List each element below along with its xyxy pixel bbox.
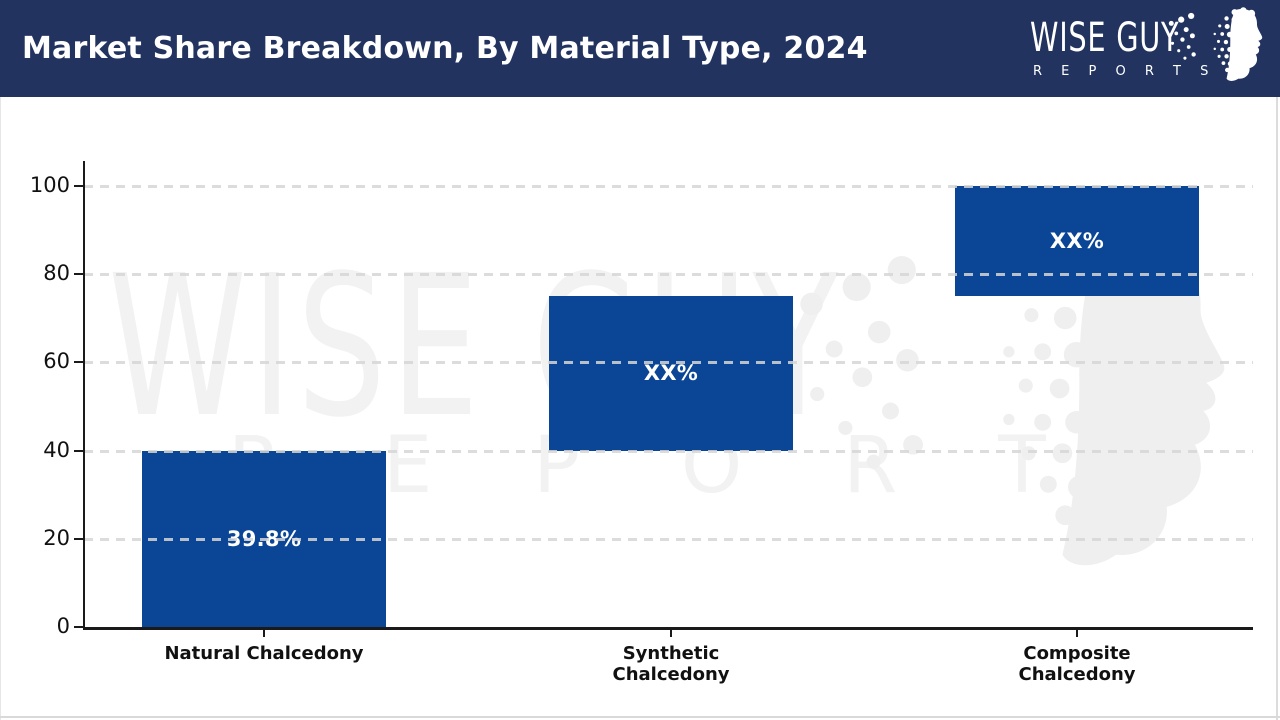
- bar-composite-chalcedony: XX%: [955, 186, 1199, 297]
- y-tick-label: 80: [43, 261, 70, 286]
- x-tick-label-natural-chalcedony: Natural Chalcedony: [114, 643, 414, 664]
- gridline-20: [84, 537, 1253, 541]
- logo-reports-text: R E P O R T S: [1033, 63, 1216, 79]
- y-tick-mark: [74, 273, 83, 276]
- logo-face-icon: [1168, 6, 1263, 81]
- wise-guy-logo: WISE GUY R E P O R T S: [1030, 0, 1266, 97]
- y-tick-label: 40: [43, 437, 70, 462]
- y-tick-mark: [74, 361, 83, 364]
- y-axis-line: [83, 161, 85, 629]
- bar-synthetic-chalcedony: XX%: [549, 296, 793, 451]
- gridline-60: [84, 361, 1253, 365]
- y-tick-mark: [74, 537, 83, 540]
- y-tick-mark: [74, 185, 83, 187]
- gridline-80: [84, 273, 1253, 277]
- gridline-40: [84, 449, 1253, 453]
- chart-canvas: WISE GUY R E P O R T S 0 20 40 60 80 100 39.8%…: [0, 97, 1280, 720]
- x-tick-mark: [1076, 630, 1078, 637]
- y-tick-mark: [74, 626, 83, 628]
- x-tick-mark: [670, 630, 672, 637]
- x-tick-label-synthetic-chalcedony: Synthetic Chalcedony: [521, 643, 821, 685]
- x-tick-label-line: Synthetic: [622, 643, 720, 664]
- x-tick-label-line: Natural Chalcedony: [164, 643, 364, 664]
- right-border-line: [1276, 97, 1278, 720]
- y-tick-label: 60: [43, 349, 70, 374]
- header: Market Share Breakdown, By Material Type…: [0, 0, 1280, 97]
- x-tick-mark: [263, 630, 265, 637]
- logo-text: WISE GUY R E P O R T S: [1030, 14, 1208, 80]
- x-tick-label-line: Composite: [1023, 643, 1131, 664]
- bottom-border-line: [0, 716, 1280, 718]
- x-tick-label-line: Chalcedony: [612, 664, 730, 685]
- chart-title: Market Share Breakdown, By Material Type…: [22, 31, 868, 66]
- plot-area: 0 20 40 60 80 100 39.8% Natural Chalcedony XX% Sy…: [0, 97, 1280, 720]
- x-axis-line: [83, 627, 1253, 630]
- x-tick-label-composite-chalcedony: Composite Chalcedony: [927, 643, 1227, 685]
- bar-value-label: XX%: [643, 361, 699, 386]
- y-tick-mark: [74, 449, 83, 452]
- y-tick-label: 20: [43, 525, 70, 550]
- left-border-line: [0, 97, 1, 720]
- bar-value-label: XX%: [1049, 229, 1105, 254]
- x-tick-label-line: Chalcedony: [1018, 664, 1136, 685]
- gridline-100: [84, 185, 1253, 188]
- y-tick-label: 0: [56, 614, 70, 638]
- logo-brand-text: WISE GUY: [1030, 14, 1180, 61]
- y-tick-label: 100: [29, 173, 70, 197]
